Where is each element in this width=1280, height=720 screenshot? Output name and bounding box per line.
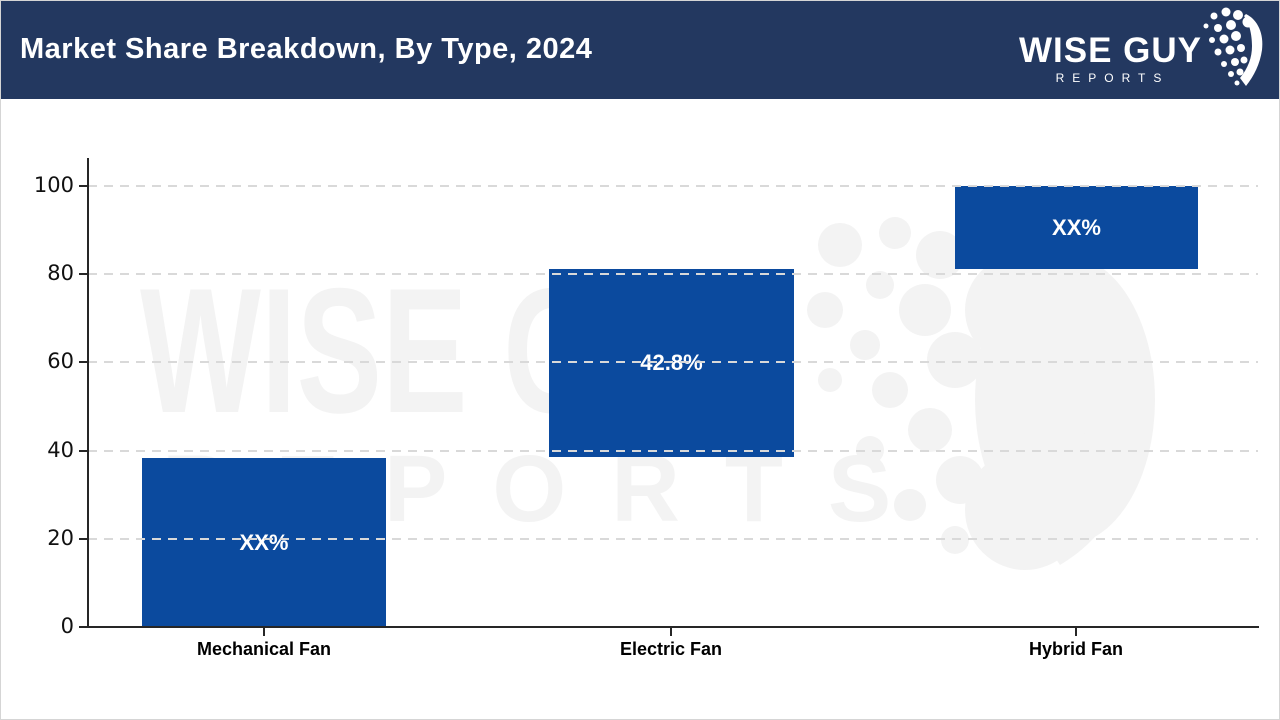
header-bar: Market Share Breakdown, By Type, 2024 WI…	[0, 0, 1280, 99]
y-tick-100	[79, 185, 88, 187]
y-tick-40	[79, 450, 88, 452]
y-tick-label: 100	[33, 173, 74, 197]
bar-electric-fan: 42.8%	[549, 269, 794, 457]
brand-logo-text: WISE GUY REPORTS	[1019, 33, 1202, 85]
x-axis-label-hybrid-fan: Hybrid Fan	[1028, 639, 1123, 659]
x-tick-electric-fan	[670, 628, 672, 636]
brand-logo: WISE GUY REPORTS	[1019, 6, 1266, 97]
y-tick-label: 0	[60, 614, 74, 638]
bar-mechanical-fan: XX%	[142, 458, 386, 627]
y-tick-label: 80	[47, 261, 74, 285]
watermark-face-icon	[770, 215, 1170, 590]
x-axis-label-electric-fan: Electric Fan	[619, 639, 723, 659]
bar-hybrid-fan: XX%	[955, 186, 1198, 269]
y-tick-label: 20	[47, 526, 74, 550]
page-title: Market Share Breakdown, By Type, 2024	[20, 33, 593, 65]
y-tick-label: 40	[47, 438, 74, 462]
x-axis-label-mechanical-fan: Mechanical Fan	[196, 639, 332, 659]
gridline-80	[88, 273, 1258, 275]
gridline-20	[88, 538, 1258, 540]
brand-subtitle: REPORTS	[1055, 70, 1170, 85]
brand-name: WISE GUY	[1018, 30, 1202, 70]
y-tick-label: 60	[47, 349, 74, 373]
x-tick-mechanical-fan	[263, 628, 265, 636]
bar-value-label: 42.8%	[640, 350, 703, 375]
y-axis-line	[87, 158, 89, 628]
bar-value-label: XX%	[1052, 214, 1101, 240]
dotted-face-profile-icon	[1188, 6, 1266, 97]
gridline-100	[88, 185, 1258, 187]
y-tick-80	[79, 273, 88, 275]
gridline-60	[88, 361, 1258, 363]
x-axis-line	[87, 626, 1259, 628]
y-tick-60	[79, 361, 88, 363]
bar-value-label: XX%	[239, 529, 289, 555]
y-tick-20	[79, 538, 88, 540]
x-tick-hybrid-fan	[1075, 628, 1077, 636]
gridline-40	[88, 450, 1258, 452]
y-tick-0	[79, 626, 88, 628]
